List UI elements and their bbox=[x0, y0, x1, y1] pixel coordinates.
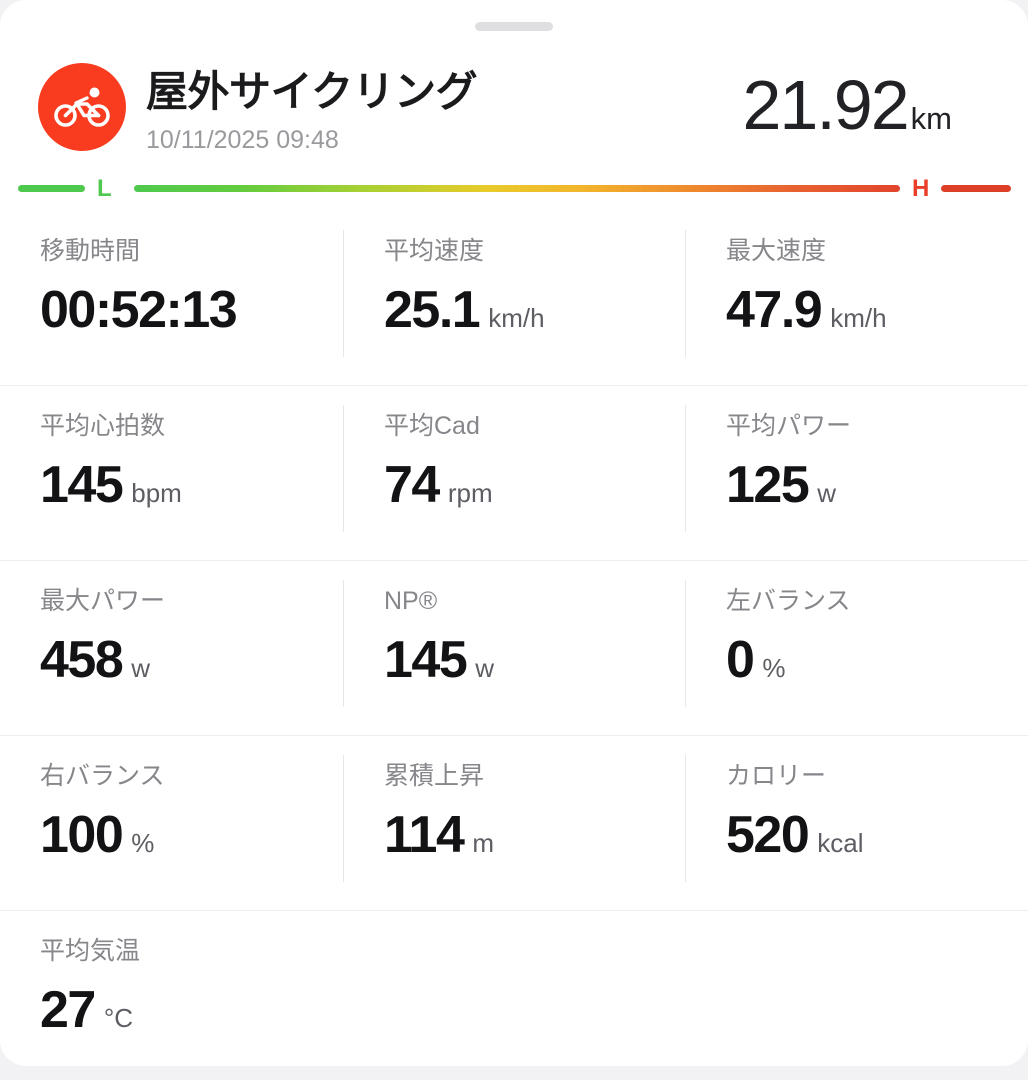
activity-title: 屋外サイクリング bbox=[146, 68, 478, 115]
stat-row: 最大パワー 458 w NP® 145 w 左バランス 0 % bbox=[0, 561, 1028, 736]
stat-cell-right-balance: 右バランス 100 % bbox=[0, 736, 343, 910]
stat-value: 25.1 bbox=[384, 281, 481, 339]
stats-grid: 移動時間 00:52:13 平均速度 25.1 km/h 最大速度 47.9 k… bbox=[0, 211, 1028, 1066]
stat-label: カロリー bbox=[726, 762, 827, 790]
stat-value-group: 74 rpm bbox=[384, 455, 685, 515]
stat-cell-avg-speed: 平均速度 25.1 km/h bbox=[343, 211, 685, 385]
stat-cell-max-speed: 最大速度 47.9 km/h bbox=[685, 211, 1028, 385]
stat-value: 00:52:13 bbox=[40, 281, 238, 339]
stat-value-group: 125 w bbox=[726, 455, 1028, 515]
stat-unit: w bbox=[131, 653, 151, 683]
intensity-low-label: L bbox=[97, 175, 112, 202]
stat-value-group: 00:52:13 bbox=[40, 280, 343, 340]
activity-datetime: 10/11/2025 09:48 bbox=[146, 126, 339, 154]
stat-label: 左バランス bbox=[726, 587, 851, 615]
stat-label: 平均パワー bbox=[726, 412, 852, 440]
stat-value-group: 145 w bbox=[384, 630, 685, 690]
stat-label: 最大速度 bbox=[726, 237, 827, 265]
intensity-gradient-track bbox=[134, 185, 900, 192]
stat-value: 27 bbox=[40, 981, 96, 1039]
stat-value: 125 bbox=[726, 456, 810, 514]
stat-cell-moving-time: 移動時間 00:52:13 bbox=[0, 211, 343, 385]
stat-unit: km/h bbox=[830, 303, 887, 333]
stat-value: 100 bbox=[40, 806, 124, 864]
stat-value: 47.9 bbox=[726, 281, 823, 339]
stat-cell-left-balance: 左バランス 0 % bbox=[685, 561, 1028, 735]
stat-cell-avg-power: 平均パワー 125 w bbox=[685, 386, 1028, 560]
stat-value-group: 47.9 km/h bbox=[726, 280, 1028, 340]
stat-unit: w bbox=[817, 478, 837, 508]
stat-label: 最大パワー bbox=[40, 587, 166, 615]
stat-unit: % bbox=[762, 653, 786, 683]
stat-row: 移動時間 00:52:13 平均速度 25.1 km/h 最大速度 47.9 k… bbox=[0, 211, 1028, 386]
sheet-drag-handle-area[interactable] bbox=[0, 0, 1028, 44]
stat-value-group: 100 % bbox=[40, 805, 343, 865]
distance-summary: 21.92 km bbox=[743, 66, 953, 144]
stat-unit: °C bbox=[103, 1003, 134, 1033]
activity-title-block: 屋外サイクリング 10/11/2025 09:48 bbox=[146, 66, 478, 156]
stat-cell-empty bbox=[343, 911, 685, 1066]
stat-value: 145 bbox=[384, 631, 468, 689]
stat-label: 右バランス bbox=[40, 762, 165, 790]
stat-unit: bpm bbox=[131, 478, 182, 508]
stat-value-group: 25.1 km/h bbox=[384, 280, 685, 340]
stat-value-group: 520 kcal bbox=[726, 805, 1028, 865]
stat-cell-avg-cadence: 平均Cad 74 rpm bbox=[343, 386, 685, 560]
stat-row: 平均気温 27 °C bbox=[0, 911, 1028, 1066]
intensity-high-label: H bbox=[912, 175, 930, 202]
stat-cell-avg-heart-rate: 平均心拍数 145 bpm bbox=[0, 386, 343, 560]
stat-value: 114 bbox=[384, 806, 465, 864]
stat-label: 累積上昇 bbox=[384, 762, 485, 790]
stat-value: 74 bbox=[384, 456, 440, 514]
stat-cell-avg-temperature: 平均気温 27 °C bbox=[0, 911, 343, 1066]
stat-unit: % bbox=[131, 828, 155, 858]
stat-unit: m bbox=[472, 828, 495, 858]
stat-value-group: 0 % bbox=[726, 630, 1028, 690]
stat-row: 平均心拍数 145 bpm 平均Cad 74 rpm 平均パワー 125 w bbox=[0, 386, 1028, 561]
stat-row: 右バランス 100 % 累積上昇 114 m カロリー 520 kcal bbox=[0, 736, 1028, 911]
stat-label: 平均気温 bbox=[40, 937, 141, 965]
intensity-low-cap bbox=[18, 185, 85, 192]
stat-value-group: 145 bpm bbox=[40, 455, 343, 515]
stat-unit: w bbox=[475, 653, 495, 683]
stat-value-group: 114 m bbox=[384, 805, 685, 865]
stat-cell-calories: カロリー 520 kcal bbox=[685, 736, 1028, 910]
stat-label: 平均速度 bbox=[384, 237, 485, 265]
stat-unit: rpm bbox=[447, 478, 493, 508]
stat-value: 458 bbox=[40, 631, 124, 689]
stat-label: 移動時間 bbox=[40, 237, 141, 265]
drag-handle-icon[interactable] bbox=[475, 22, 553, 31]
intensity-high-cap bbox=[941, 185, 1011, 192]
stat-label: NP® bbox=[384, 587, 438, 615]
stat-cell-max-power: 最大パワー 458 w bbox=[0, 561, 343, 735]
stat-value-group: 458 w bbox=[40, 630, 343, 690]
stat-value: 520 bbox=[726, 806, 810, 864]
intensity-bar: L H bbox=[0, 175, 1028, 204]
distance-value: 21.92 bbox=[742, 66, 910, 144]
cycling-icon bbox=[38, 63, 126, 151]
stat-unit: km/h bbox=[488, 303, 545, 333]
stat-value: 145 bbox=[40, 456, 124, 514]
stat-value-group: 27 °C bbox=[40, 980, 343, 1040]
stat-cell-normalized-power: NP® 145 w bbox=[343, 561, 685, 735]
stat-label: 平均Cad bbox=[384, 412, 480, 440]
stat-label: 平均心拍数 bbox=[40, 412, 166, 440]
stat-cell-total-ascent: 累積上昇 114 m bbox=[343, 736, 685, 910]
stat-value: 0 bbox=[726, 631, 755, 689]
stat-unit: kcal bbox=[817, 828, 864, 858]
stat-cell-empty bbox=[685, 911, 1028, 1066]
activity-header: 屋外サイクリング 10/11/2025 09:48 21.92 km bbox=[0, 44, 1028, 166]
distance-unit: km bbox=[910, 101, 952, 136]
